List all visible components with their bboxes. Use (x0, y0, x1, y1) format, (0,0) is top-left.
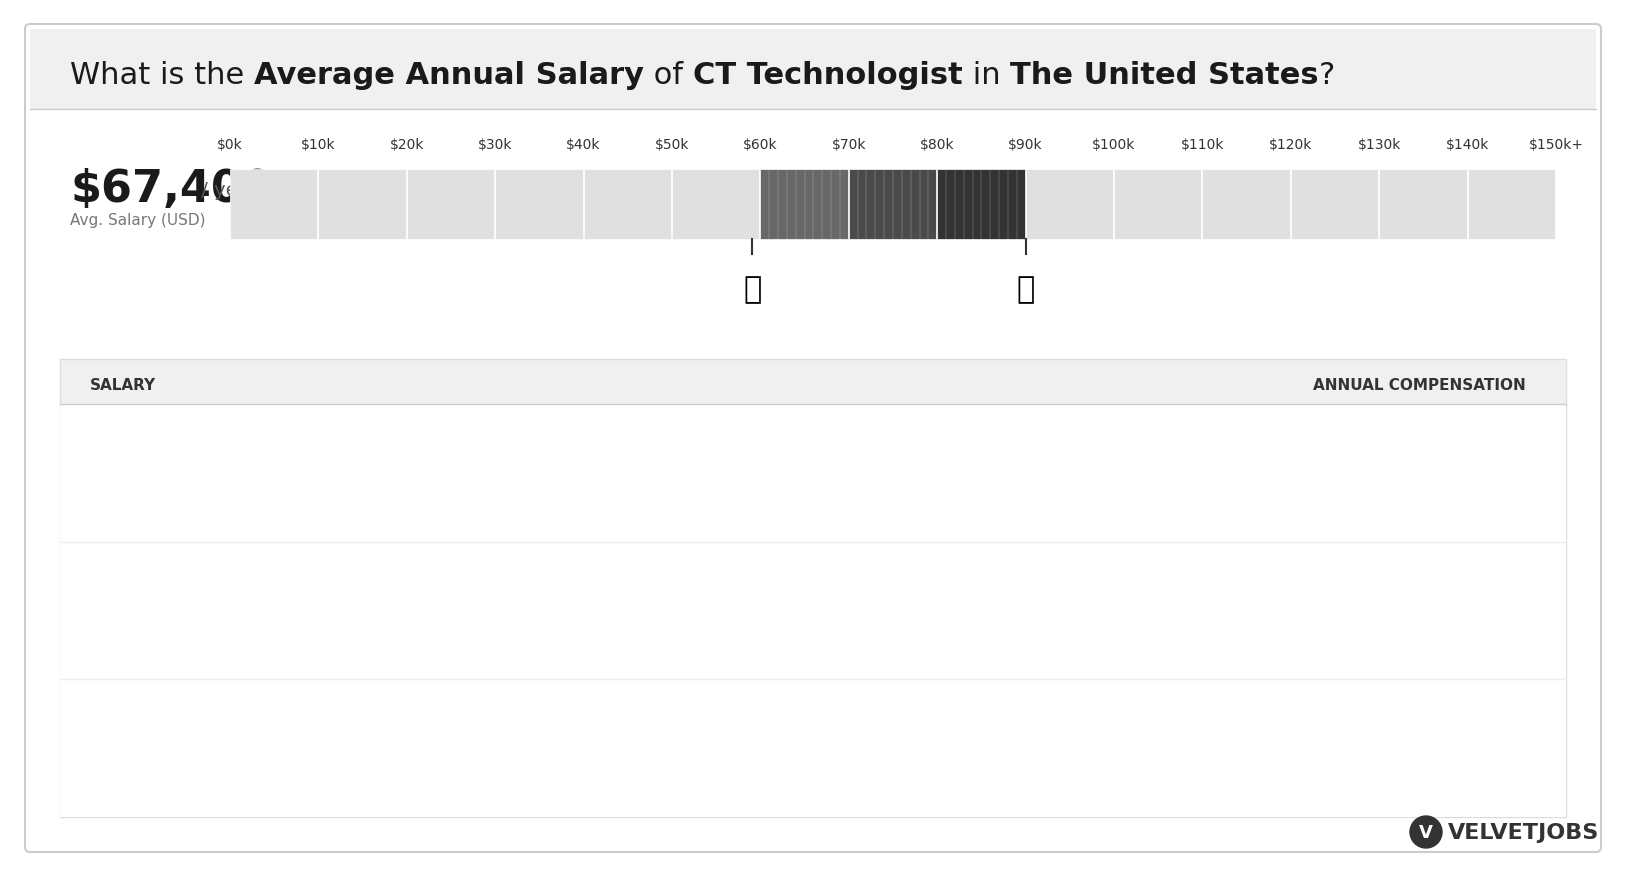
Text: The United States: The United States (1010, 61, 1319, 89)
Circle shape (1410, 816, 1442, 848)
Text: of CT Technologist in The United States: of CT Technologist in The United States (237, 464, 597, 482)
Bar (1026, 170, 1114, 239)
Text: $140k: $140k (1446, 138, 1489, 152)
Text: $40k: $40k (566, 138, 602, 152)
Text: V: V (1419, 823, 1433, 841)
Text: $100k: $100k (1093, 138, 1135, 152)
Text: ANNUAL COMPENSATION: ANNUAL COMPENSATION (1314, 377, 1525, 392)
Text: 💰: 💰 (1016, 275, 1034, 303)
Text: $80k: $80k (920, 138, 954, 152)
Text: Average Salary: Average Salary (89, 602, 244, 620)
Text: $70k: $70k (831, 138, 867, 152)
Bar (1114, 170, 1202, 239)
Text: $50k: $50k (655, 138, 689, 152)
Text: $120k: $120k (1270, 138, 1312, 152)
Bar (849, 170, 937, 239)
Bar (496, 170, 582, 239)
Text: $130k: $130k (1358, 138, 1402, 152)
Bar (60, 360, 1566, 817)
Text: $60k: $60k (743, 138, 777, 152)
Text: $59.1k: $59.1k (1457, 739, 1525, 758)
Text: $110k: $110k (1180, 138, 1224, 152)
Text: What is the: What is the (70, 61, 254, 89)
Text: of CT Technologist in The United States: of CT Technologist in The United States (244, 602, 603, 620)
Bar (1468, 170, 1554, 239)
Text: / year: / year (195, 181, 257, 199)
Text: $150k+: $150k+ (1528, 138, 1584, 152)
Text: of: of (644, 61, 693, 89)
Text: $10k: $10k (301, 138, 335, 152)
Text: SALARY: SALARY (89, 377, 156, 392)
FancyBboxPatch shape (24, 25, 1602, 852)
Bar (60, 681, 1566, 817)
Bar (229, 170, 317, 239)
Bar (1291, 170, 1379, 239)
Text: $67,400: $67,400 (70, 168, 273, 211)
Text: Highest Salary: Highest Salary (89, 464, 237, 482)
Bar (29, 30, 1597, 110)
Bar (60, 543, 1566, 680)
Text: $30k: $30k (478, 138, 512, 152)
Text: $90.0k: $90.0k (1457, 464, 1525, 482)
Text: $90k: $90k (1008, 138, 1042, 152)
Bar (1202, 170, 1289, 239)
Text: VELVETJOBS: VELVETJOBS (1449, 822, 1600, 842)
Bar (319, 170, 406, 239)
Bar (406, 170, 494, 239)
Bar (1379, 170, 1467, 239)
Text: of CT Technologist in The United States: of CT Technologist in The United States (233, 739, 592, 758)
Text: in: in (963, 61, 1010, 89)
Text: $0k: $0k (218, 138, 242, 152)
Text: Lowest Salary: Lowest Salary (89, 739, 233, 758)
Text: $20k: $20k (390, 138, 424, 152)
Text: Avg. Salary (USD): Avg. Salary (USD) (70, 212, 205, 227)
Text: CT Technologist: CT Technologist (693, 61, 963, 89)
Bar (672, 170, 759, 239)
Bar (584, 170, 672, 239)
Text: 💰: 💰 (743, 275, 761, 303)
Bar (937, 170, 1024, 239)
Bar (761, 170, 847, 239)
Bar (60, 405, 1566, 542)
Text: $67.4k: $67.4k (1457, 602, 1525, 620)
Text: Average Annual Salary: Average Annual Salary (254, 61, 644, 89)
Text: ?: ? (1319, 61, 1335, 89)
